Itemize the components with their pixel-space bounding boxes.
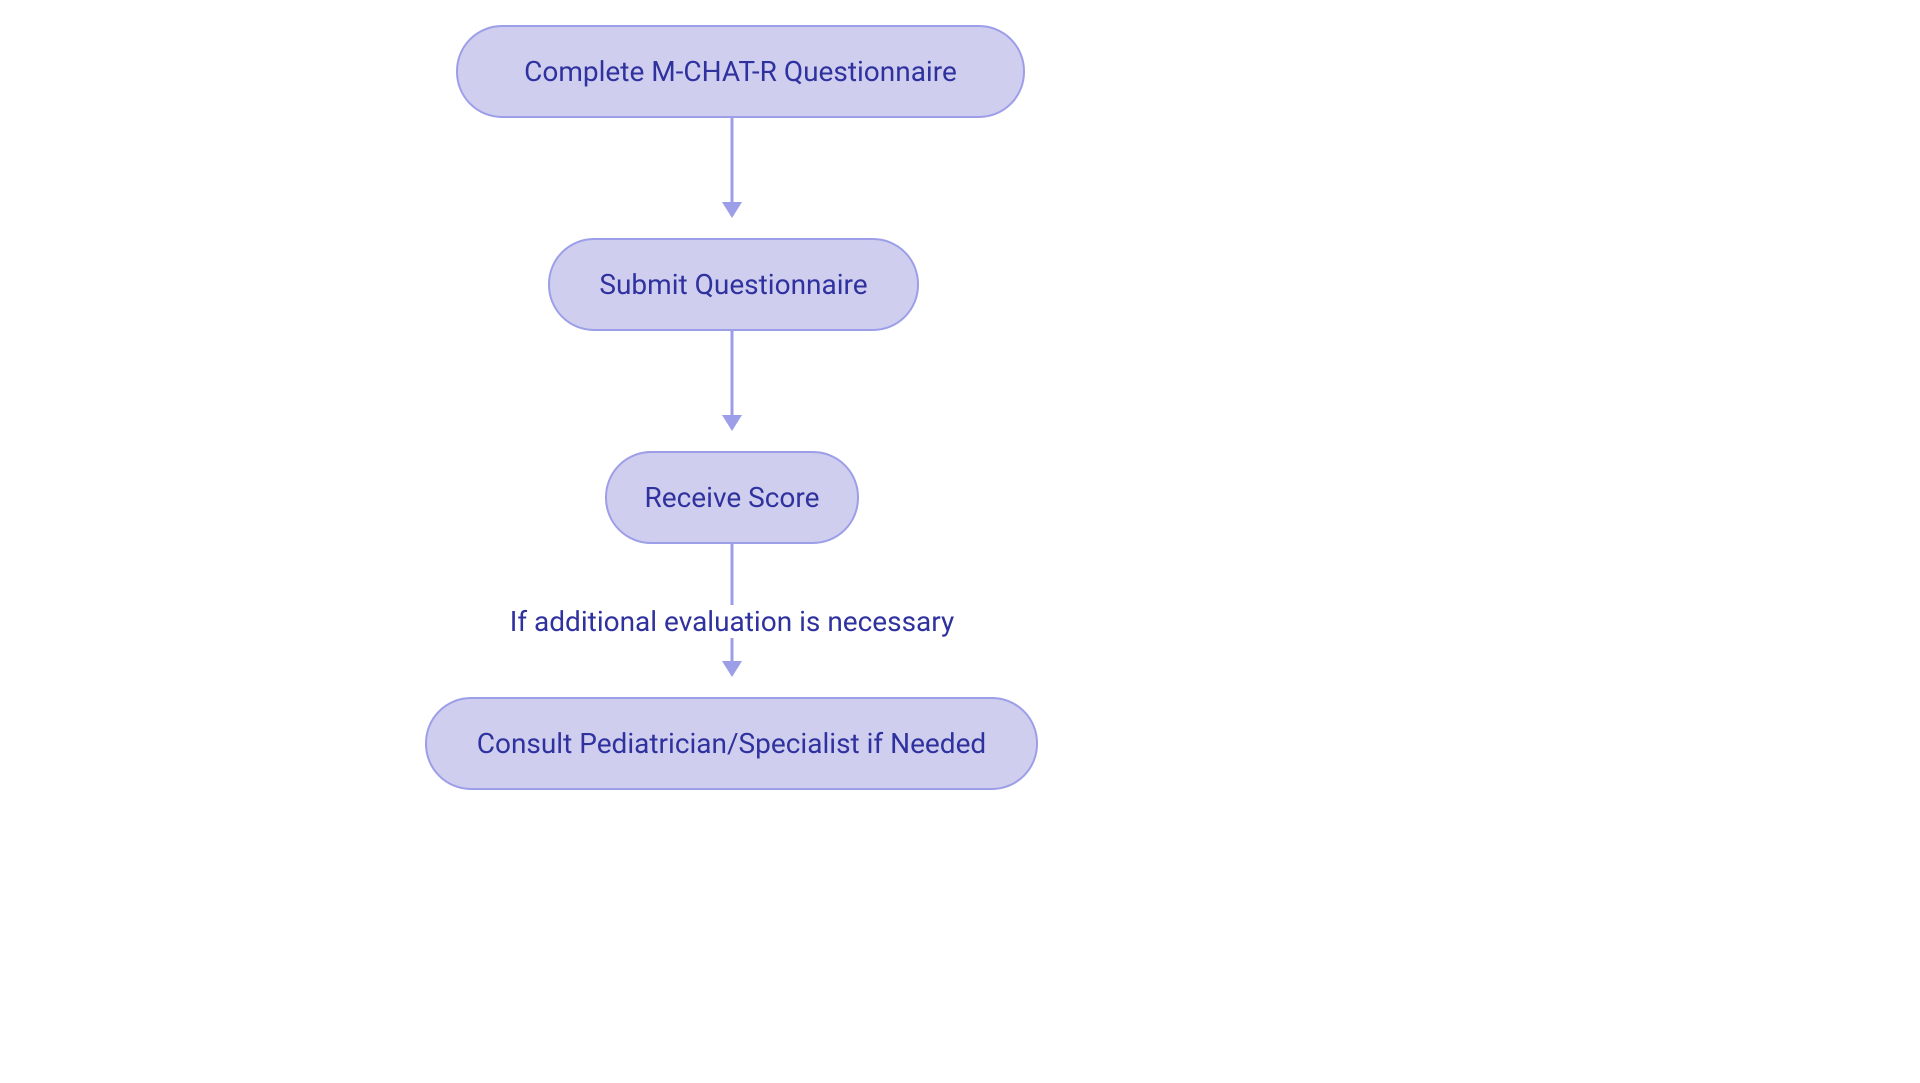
flow-node-receive-score: Receive Score [605, 451, 859, 544]
flow-node-complete-questionnaire: Complete M-CHAT-R Questionnaire [456, 25, 1025, 118]
flow-arrow-1 [717, 118, 747, 218]
flow-arrow-2 [717, 331, 747, 431]
flow-node-submit-questionnaire: Submit Questionnaire [548, 238, 919, 331]
flowchart-diagram: Complete M-CHAT-R Questionnaire Submit Q… [0, 0, 1920, 1083]
flow-node-consult-pediatrician: Consult Pediatrician/Specialist if Neede… [425, 697, 1038, 790]
flow-edge-label-evaluation: If additional evaluation is necessary [504, 605, 961, 638]
